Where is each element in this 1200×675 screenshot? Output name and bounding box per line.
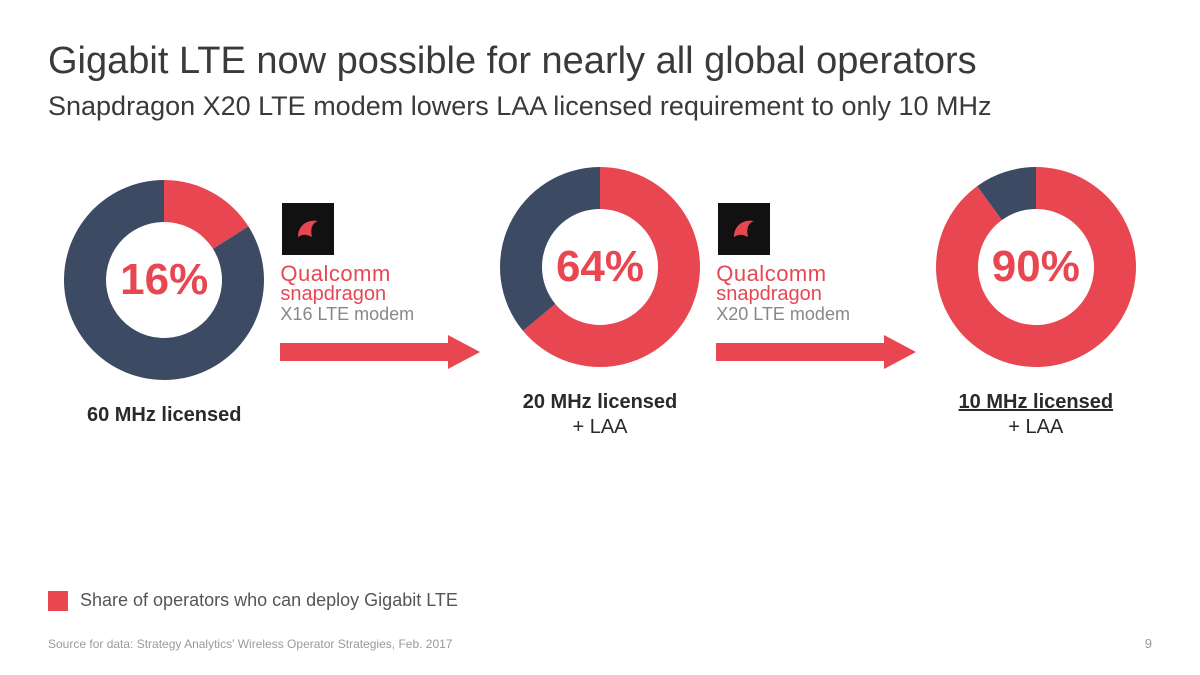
donut-1-percent: 16%	[59, 175, 269, 385]
snapdragon-logo-icon	[718, 203, 770, 255]
brand-mid-2: snapdragon	[716, 283, 822, 306]
arrow-2: Qualcomm snapdragon X20 LTE modem	[716, 203, 919, 369]
page-title: Gigabit LTE now possible for nearly all …	[48, 40, 1152, 83]
chart-row: 16% 60 MHz licensed Qualcomm snapdragon …	[48, 162, 1152, 440]
brand-mid-1: snapdragon	[280, 283, 386, 306]
brand-bot-2: X20 LTE modem	[716, 304, 850, 325]
donut-1-caption: 60 MHz licensed	[87, 403, 242, 428]
arrow-2-icon	[716, 335, 916, 369]
donut-3-percent: 90%	[931, 162, 1141, 372]
donut-2-percent: 64%	[495, 162, 705, 372]
arrow-1-icon	[280, 335, 480, 369]
legend: Share of operators who can deploy Gigabi…	[48, 590, 458, 611]
donut-3-chart: 90%	[931, 162, 1141, 372]
legend-swatch	[48, 591, 68, 611]
legend-label: Share of operators who can deploy Gigabi…	[80, 590, 458, 611]
page-number: 9	[1145, 636, 1152, 651]
donut-2-caption: 20 MHz licensed + LAA	[523, 390, 678, 440]
donut-1: 16% 60 MHz licensed	[48, 175, 280, 428]
arrow-1: Qualcomm snapdragon X16 LTE modem	[280, 203, 483, 369]
brand-bot-1: X16 LTE modem	[280, 304, 414, 325]
donut-1-chart: 16%	[59, 175, 269, 385]
donut-2: 64% 20 MHz licensed + LAA	[484, 162, 716, 440]
donut-2-chart: 64%	[495, 162, 705, 372]
donut-3: 90% 10 MHz licensed + LAA	[920, 162, 1152, 440]
donut-3-caption: 10 MHz licensed + LAA	[959, 390, 1114, 440]
page-subtitle: Snapdragon X20 LTE modem lowers LAA lice…	[48, 91, 1152, 122]
snapdragon-logo-icon	[282, 203, 334, 255]
source-footnote: Source for data: Strategy Analytics' Wir…	[48, 637, 452, 651]
slide: Gigabit LTE now possible for nearly all …	[0, 0, 1200, 675]
